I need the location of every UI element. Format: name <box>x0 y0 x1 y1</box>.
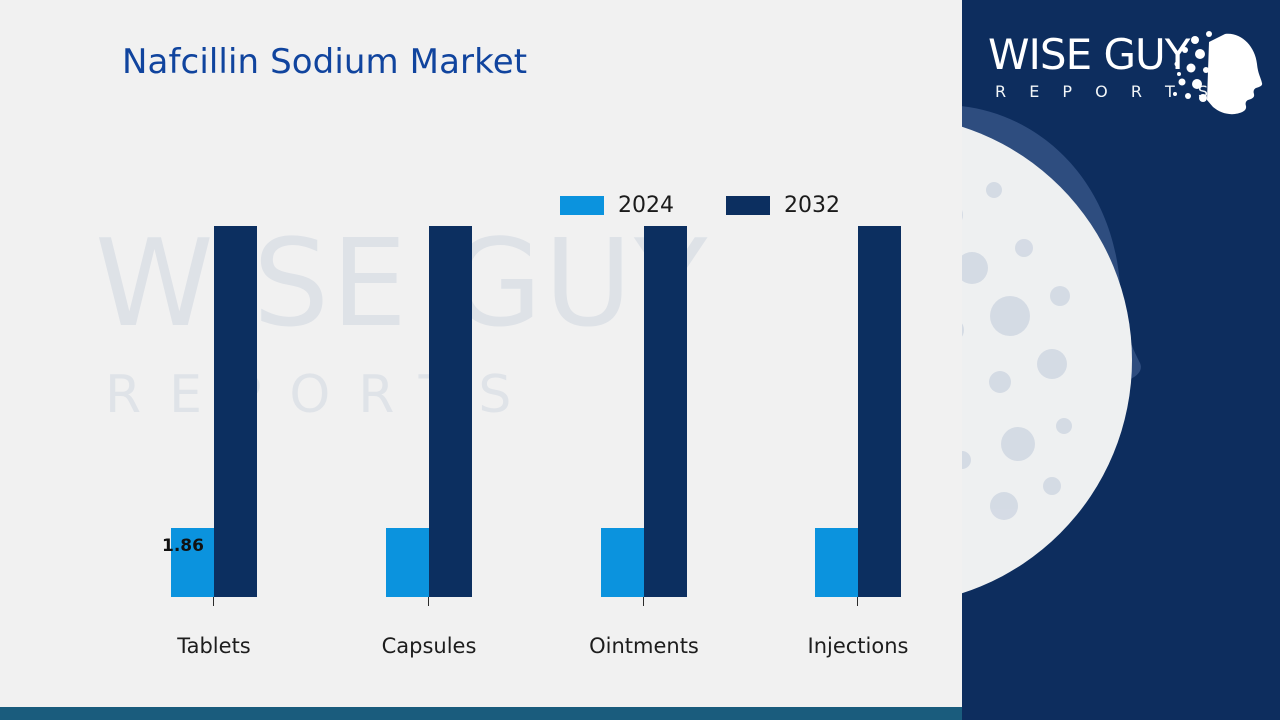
axis-tick-capsules <box>428 597 429 606</box>
brand-logo[interactable]: WISE GUY R E P O R T S <box>988 30 1263 120</box>
legend-swatch-2024 <box>560 196 604 215</box>
bar-2024-capsules[interactable] <box>386 528 429 597</box>
category-label-capsules: Capsules <box>381 634 477 658</box>
bar-2032-capsules[interactable] <box>429 226 472 597</box>
axis-tick-ointments <box>643 597 644 606</box>
brain-dots-decoration <box>962 182 1072 520</box>
bar-2032-injections[interactable] <box>858 226 901 597</box>
chart-area: WISE GUY REPORTS Nafcillin Sodium Market… <box>95 42 909 658</box>
chart-legend: 2024 2032 <box>560 193 840 218</box>
brand-logo-wordmark: WISE GUY <box>988 30 1190 79</box>
legend-swatch-2032 <box>726 196 770 215</box>
logo-head-icon <box>1173 31 1263 115</box>
bar-2024-injections[interactable] <box>815 528 858 597</box>
brand-panel <box>962 0 1280 720</box>
bottom-accent-strip <box>0 707 962 720</box>
bar-2024-tablets[interactable] <box>171 528 214 597</box>
axis-tick-injections <box>857 597 858 606</box>
legend-item-2032[interactable]: 2032 <box>726 193 840 218</box>
page-title: Nafcillin Sodium Market <box>122 42 528 82</box>
category-label-injections: Injections <box>807 634 909 658</box>
bar-2024-ointments[interactable] <box>601 528 644 597</box>
value-label-tablets-2024: 1.86 <box>162 536 204 556</box>
bar-2032-tablets[interactable] <box>214 226 257 597</box>
axis-tick-tablets <box>213 597 214 606</box>
category-label-tablets: Tablets <box>177 634 251 658</box>
plot-bars: 1.86 Tablets Capsules Ointments Injectio… <box>162 226 909 658</box>
legend-label-2024: 2024 <box>618 193 674 218</box>
legend-label-2032: 2032 <box>784 193 840 218</box>
category-label-ointments: Ointments <box>589 634 699 658</box>
legend-item-2024[interactable]: 2024 <box>560 193 674 218</box>
bar-2032-ointments[interactable] <box>644 226 687 597</box>
brand-logo-subtext: R E P O R T S <box>995 82 1218 101</box>
